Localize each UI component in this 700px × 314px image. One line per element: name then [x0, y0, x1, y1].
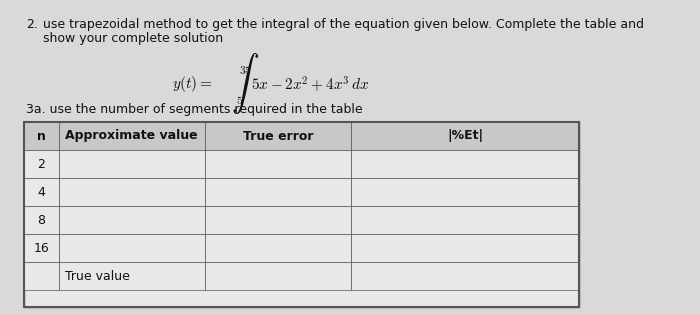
- Bar: [59, 262, 205, 290]
- Bar: [24, 122, 59, 150]
- Text: 16: 16: [34, 241, 49, 255]
- Text: 3a. use the number of segments required in the table: 3a. use the number of segments required …: [26, 103, 363, 116]
- Bar: [24, 122, 579, 307]
- Bar: [59, 234, 205, 262]
- Text: $5x - 2x^2 + 4x^3\,dx$: $5x - 2x^2 + 4x^3\,dx$: [251, 74, 370, 94]
- Text: show your complete solution: show your complete solution: [43, 32, 223, 45]
- Bar: [351, 122, 579, 150]
- Bar: [59, 206, 205, 234]
- Text: True value: True value: [65, 269, 130, 283]
- Text: Approximate value: Approximate value: [65, 129, 198, 143]
- Bar: [351, 178, 579, 206]
- Text: True error: True error: [243, 129, 314, 143]
- Bar: [205, 122, 351, 150]
- Bar: [351, 150, 579, 178]
- Bar: [205, 262, 351, 290]
- Bar: [24, 122, 579, 307]
- Text: 8: 8: [37, 214, 46, 226]
- Text: $y(t) = $: $y(t) = $: [172, 74, 213, 94]
- Text: $35$: $35$: [239, 64, 252, 76]
- Bar: [351, 206, 579, 234]
- Bar: [24, 206, 59, 234]
- Text: |%Et|: |%Et|: [447, 129, 483, 143]
- Bar: [24, 262, 59, 290]
- Text: $5$: $5$: [236, 94, 243, 106]
- Bar: [59, 178, 205, 206]
- Bar: [351, 234, 579, 262]
- Text: use trapezoidal method to get the integral of the equation given below. Complete: use trapezoidal method to get the integr…: [43, 18, 644, 31]
- Bar: [205, 178, 351, 206]
- Bar: [205, 206, 351, 234]
- Bar: [24, 150, 59, 178]
- Bar: [24, 234, 59, 262]
- Bar: [205, 150, 351, 178]
- Text: 4: 4: [37, 186, 46, 198]
- Text: 2: 2: [37, 158, 46, 171]
- Text: $\int$: $\int$: [231, 51, 259, 116]
- Bar: [351, 262, 579, 290]
- Bar: [59, 122, 205, 150]
- Text: n: n: [37, 129, 46, 143]
- Bar: [205, 234, 351, 262]
- Bar: [59, 150, 205, 178]
- Bar: [24, 178, 59, 206]
- Text: 2.: 2.: [26, 18, 38, 31]
